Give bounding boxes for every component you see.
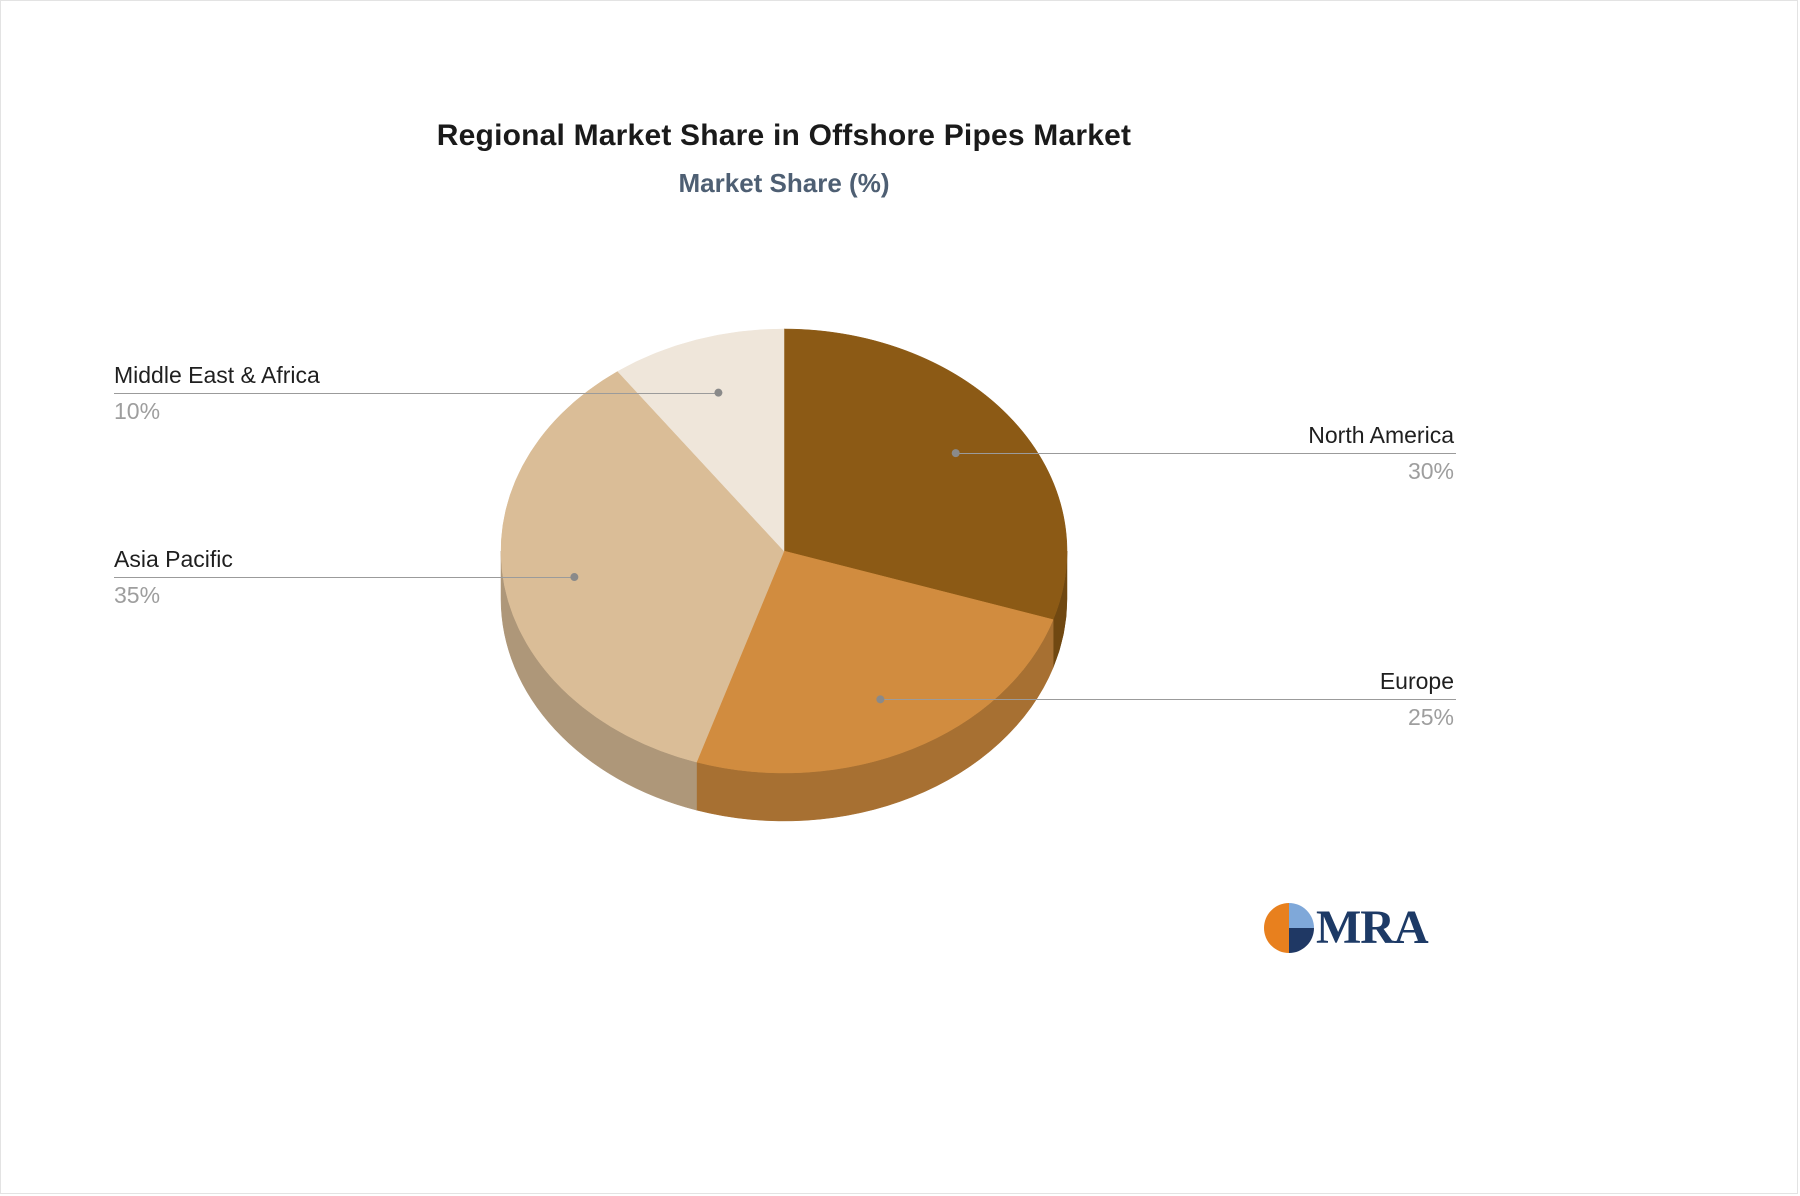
label-asia-pacific: Asia Pacific 35% <box>114 545 233 609</box>
mra-logo: MRA <box>1263 901 1429 954</box>
mra-logo-icon <box>1264 903 1314 953</box>
mra-logo-text: MRA <box>1316 901 1429 954</box>
slice-name: North America <box>1308 422 1454 448</box>
slice-pct: 35% <box>114 582 161 608</box>
label-middle-east-africa: Middle East & Africa 10% <box>114 361 320 425</box>
slice-pct: 10% <box>114 398 161 424</box>
label-north-america: North America 30% <box>1308 421 1454 485</box>
slice-pct: 25% <box>1407 704 1454 730</box>
slice-pct: 30% <box>1407 458 1454 484</box>
slice-name: Asia Pacific <box>114 546 233 572</box>
chart-subtitle: Market Share (%) <box>678 168 890 198</box>
chart-title: Regional Market Share in Offshore Pipes … <box>436 119 1132 152</box>
slice-name: Middle East & Africa <box>114 362 320 388</box>
label-europe: Europe 25% <box>1380 667 1454 731</box>
slice-name: Europe <box>1379 668 1454 694</box>
